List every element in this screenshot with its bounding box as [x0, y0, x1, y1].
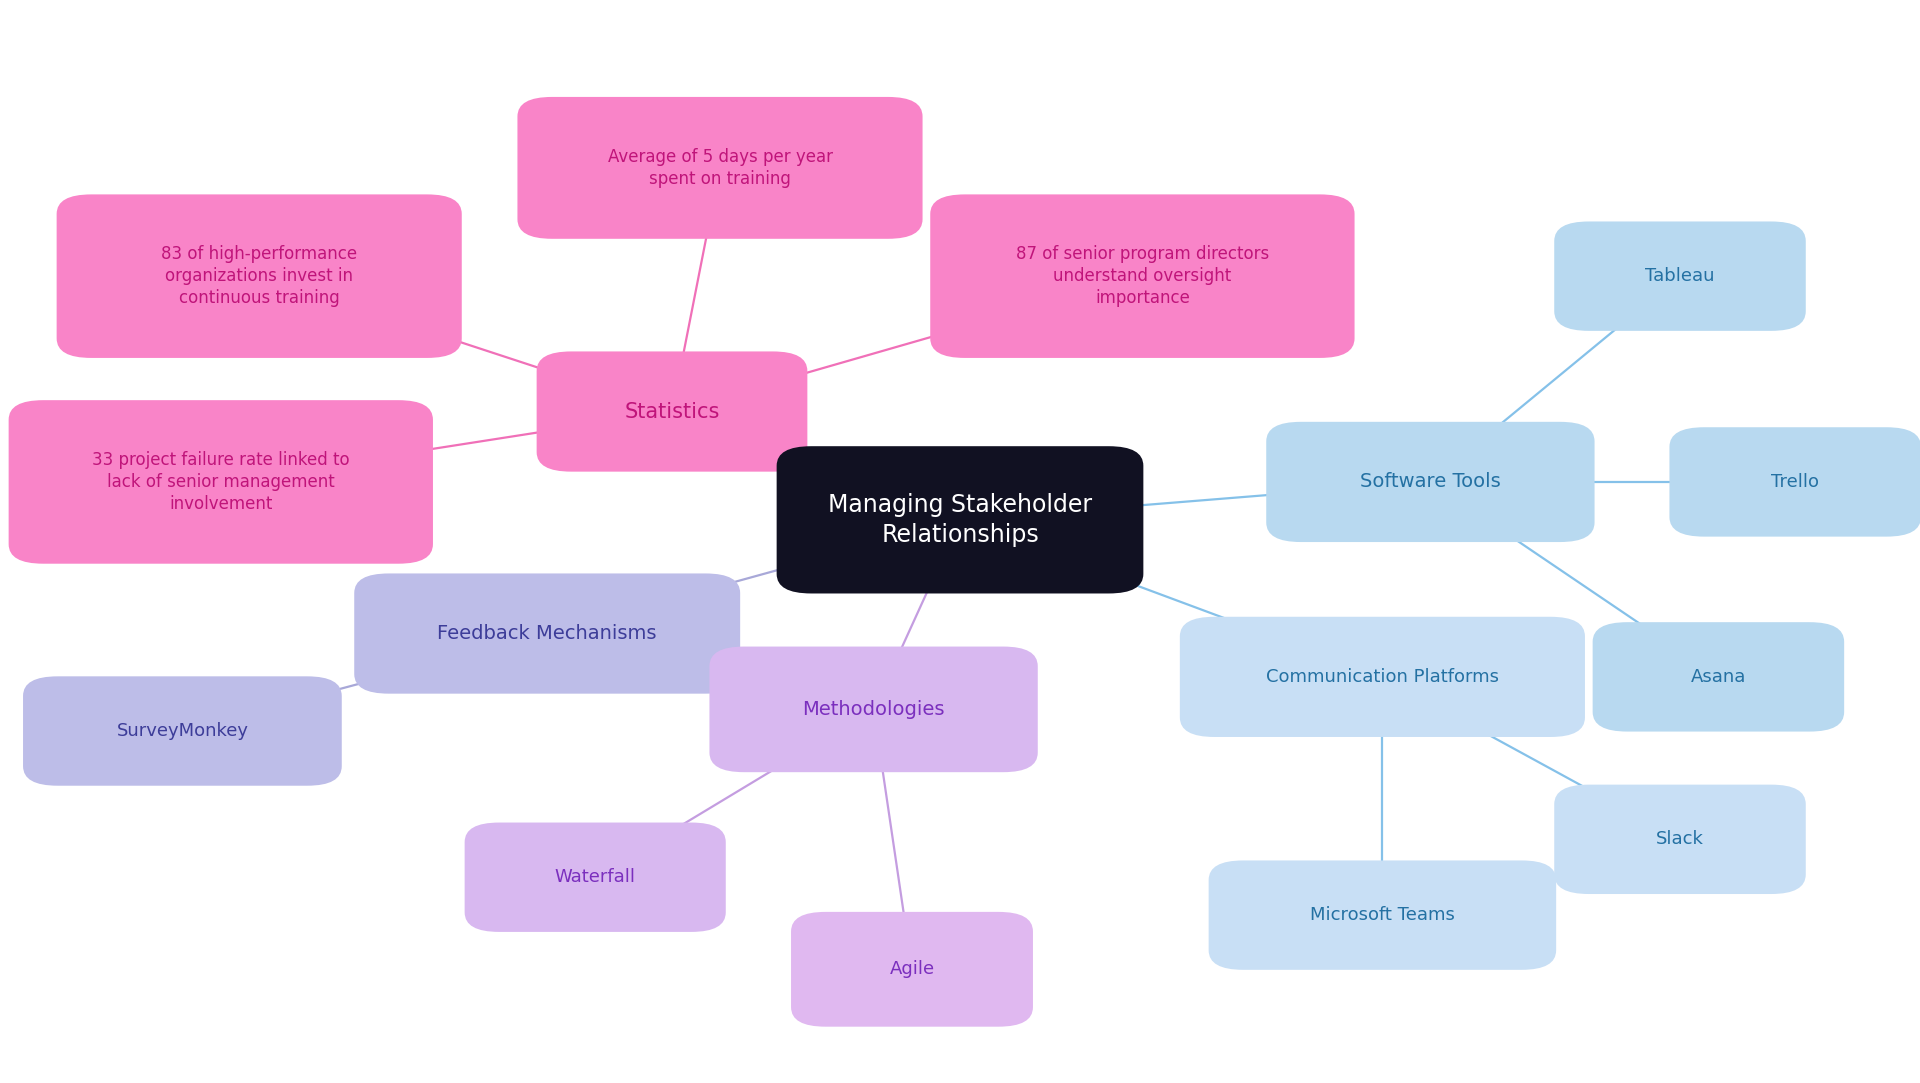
- FancyBboxPatch shape: [58, 195, 463, 357]
- FancyBboxPatch shape: [776, 446, 1142, 593]
- Text: Trello: Trello: [1770, 473, 1820, 491]
- Text: 33 project failure rate linked to
lack of senior management
involvement: 33 project failure rate linked to lack o…: [92, 451, 349, 513]
- FancyBboxPatch shape: [23, 676, 342, 786]
- Text: Methodologies: Methodologies: [803, 700, 945, 719]
- FancyBboxPatch shape: [536, 351, 806, 472]
- FancyBboxPatch shape: [1555, 222, 1805, 331]
- Text: Slack: Slack: [1657, 831, 1703, 848]
- Text: Agile: Agile: [889, 961, 935, 978]
- FancyBboxPatch shape: [516, 97, 922, 239]
- FancyBboxPatch shape: [353, 574, 739, 694]
- FancyBboxPatch shape: [465, 823, 726, 931]
- Text: Waterfall: Waterfall: [555, 869, 636, 886]
- Text: Average of 5 days per year
spent on training: Average of 5 days per year spent on trai…: [607, 147, 833, 188]
- Text: Software Tools: Software Tools: [1359, 472, 1501, 492]
- FancyBboxPatch shape: [1594, 622, 1843, 732]
- Text: 87 of senior program directors
understand oversight
importance: 87 of senior program directors understan…: [1016, 245, 1269, 308]
- FancyBboxPatch shape: [1267, 421, 1594, 542]
- Text: Statistics: Statistics: [624, 402, 720, 421]
- FancyBboxPatch shape: [1670, 427, 1920, 536]
- FancyBboxPatch shape: [1555, 784, 1805, 895]
- Text: SurveyMonkey: SurveyMonkey: [117, 722, 248, 740]
- FancyBboxPatch shape: [1179, 617, 1584, 736]
- Text: Feedback Mechanisms: Feedback Mechanisms: [438, 624, 657, 643]
- FancyBboxPatch shape: [791, 912, 1033, 1027]
- Text: 83 of high-performance
organizations invest in
continuous training: 83 of high-performance organizations inv…: [161, 245, 357, 308]
- Text: Communication Platforms: Communication Platforms: [1265, 668, 1500, 686]
- Text: Microsoft Teams: Microsoft Teams: [1309, 906, 1455, 924]
- Text: Tableau: Tableau: [1645, 268, 1715, 285]
- Text: Managing Stakeholder
Relationships: Managing Stakeholder Relationships: [828, 493, 1092, 547]
- FancyBboxPatch shape: [1210, 860, 1555, 970]
- Text: Asana: Asana: [1692, 668, 1745, 686]
- FancyBboxPatch shape: [10, 400, 434, 563]
- FancyBboxPatch shape: [708, 647, 1037, 772]
- FancyBboxPatch shape: [929, 195, 1354, 357]
